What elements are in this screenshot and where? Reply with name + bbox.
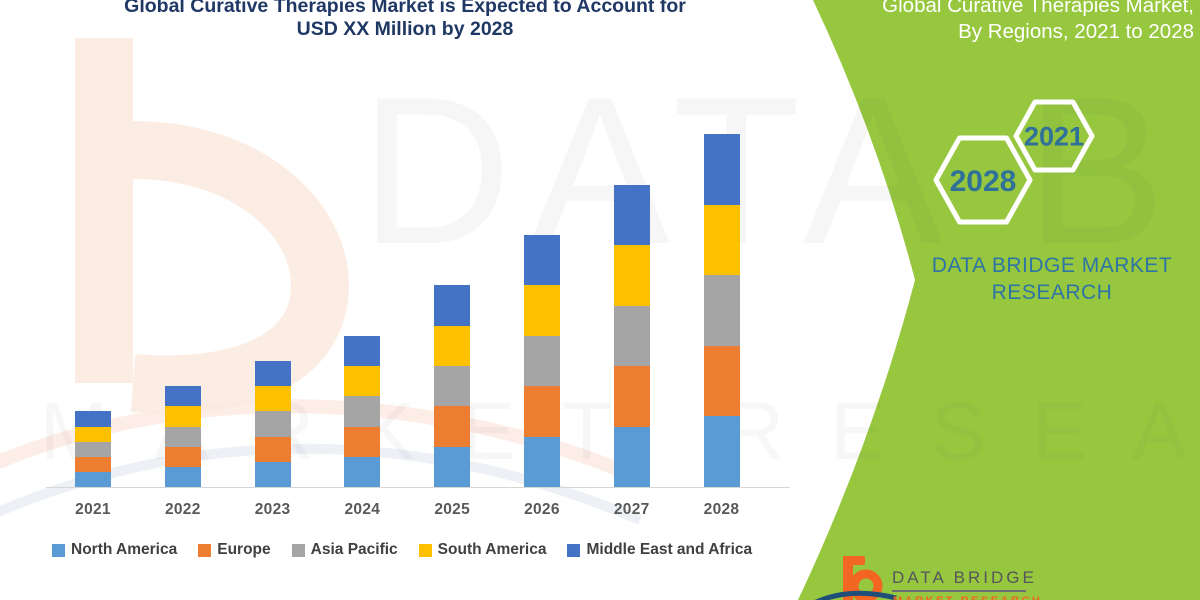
legend-swatch-asia-pacific [291, 543, 305, 557]
bar-segment-south-america-2021 [75, 426, 111, 442]
x-axis-label-2025: 2025 [434, 501, 470, 518]
bar-segment-middle-east-and-africa-2021 [75, 411, 111, 427]
bar-segment-asia-pacific-2025 [434, 366, 471, 407]
bar-segment-middle-east-and-africa-2028 [703, 134, 740, 205]
legend-item-south-america: South America [418, 541, 547, 559]
bar-segment-europe-2021 [75, 456, 111, 472]
brand-text-line2: RESEARCH [991, 281, 1113, 304]
legend-swatch-north-america [52, 543, 65, 557]
footer-logo-rule [892, 590, 1026, 592]
bar-segment-south-america-2027 [613, 245, 650, 306]
x-axis-label-2027: 2027 [613, 501, 650, 518]
footer-logo-subtext: MARKET RESEARCH [893, 595, 1042, 600]
bar-segment-middle-east-and-africa-2026 [523, 235, 560, 286]
legend-swatch-middle-east-and-africa [567, 543, 581, 557]
bar-segment-north-america-2027 [613, 426, 650, 487]
bar-segment-south-america-2022 [164, 406, 201, 427]
bar-segment-south-america-2024 [344, 366, 381, 397]
bar-segment-europe-2028 [703, 345, 740, 417]
bar-segment-north-america-2022 [164, 466, 201, 487]
chart-title: Global Curative Therapies Market is Expe… [30, 0, 780, 41]
legend-item-middle-east-and-africa: Middle East and Africa [567, 541, 752, 559]
x-axis-label-2023: 2023 [254, 501, 291, 518]
bar-segment-europe-2022 [164, 446, 201, 467]
bar-segment-middle-east-and-africa-2022 [164, 386, 201, 407]
bar-segment-europe-2027 [613, 366, 650, 427]
bar-segment-north-america-2028 [703, 416, 740, 487]
legend-swatch-europe [198, 543, 212, 557]
bar-segment-europe-2024 [344, 426, 381, 457]
chart-title-line1: Global Curative Therapies Market is Expe… [124, 0, 686, 17]
x-axis-label-2028: 2028 [703, 501, 740, 518]
bar-segment-middle-east-and-africa-2024 [344, 335, 381, 367]
brand-text-line1: DATA BRIDGE MARKET [931, 254, 1173, 277]
bar-segment-asia-pacific-2023 [254, 411, 291, 437]
bar-segment-middle-east-and-africa-2025 [434, 285, 471, 326]
bar-segment-asia-pacific-2026 [523, 335, 560, 387]
legend-label-asia-pacific: Asia Pacific [310, 541, 398, 558]
bar-segment-south-america-2028 [703, 204, 740, 276]
hexagon-year-2028: 2028 [949, 165, 1017, 198]
bar-segment-europe-2023 [254, 436, 291, 462]
legend-label-europe: Europe [217, 541, 271, 558]
legend-label-south-america: South America [437, 541, 547, 558]
hexagon-year-2021: 2021 [1023, 121, 1085, 152]
x-axis-label-2026: 2026 [524, 501, 560, 518]
footer-logo-wordmark: DATA BRIDGE [892, 568, 1037, 587]
side-panel-title-line2: By Regions, 2021 to 2028 [958, 20, 1194, 43]
bar-segment-asia-pacific-2028 [703, 275, 740, 346]
bar-segment-south-america-2026 [523, 285, 560, 336]
bar-segment-middle-east-and-africa-2023 [254, 361, 291, 387]
bar-segment-europe-2026 [523, 386, 560, 437]
bar-segment-south-america-2023 [254, 386, 291, 412]
bar-segment-south-america-2025 [434, 325, 471, 367]
legend-item-europe: Europe [198, 541, 271, 559]
bar-segment-middle-east-and-africa-2027 [613, 184, 650, 246]
legend-label-middle-east-and-africa: Middle East and Africa [586, 541, 753, 558]
bar-segment-asia-pacific-2021 [75, 441, 111, 457]
bar-segment-north-america-2023 [254, 461, 291, 487]
x-axis-label-2022: 2022 [164, 501, 201, 518]
bar-segment-europe-2025 [434, 406, 471, 447]
legend-swatch-south-america [418, 543, 432, 557]
x-axis-line [46, 487, 790, 488]
bar-segment-asia-pacific-2027 [613, 305, 650, 367]
bar-segment-north-america-2025 [434, 446, 471, 487]
legend-item-asia-pacific: Asia Pacific [291, 541, 398, 559]
bar-segment-asia-pacific-2024 [344, 396, 381, 427]
bar-segment-north-america-2021 [75, 471, 111, 487]
chart-title-line2: USD XX Million by 2028 [296, 18, 514, 40]
legend-label-north-america: North America [71, 541, 178, 558]
side-panel-title: Global Curative Therapies Market, By Reg… [804, 0, 1194, 45]
bar-segment-north-america-2026 [523, 436, 560, 487]
x-axis-label-2021: 2021 [75, 501, 111, 518]
brand-text: DATA BRIDGE MARKET RESEARCH [918, 252, 1186, 306]
bar-segment-north-america-2024 [344, 456, 381, 487]
bar-segment-asia-pacific-2022 [164, 426, 201, 447]
legend-item-north-america: North America [52, 541, 177, 559]
side-panel-title-line1: Global Curative Therapies Market, [882, 0, 1194, 17]
legend: North America Europe Asia Pacific South Ame… [52, 541, 752, 559]
x-axis-label-2024: 2024 [344, 501, 381, 518]
